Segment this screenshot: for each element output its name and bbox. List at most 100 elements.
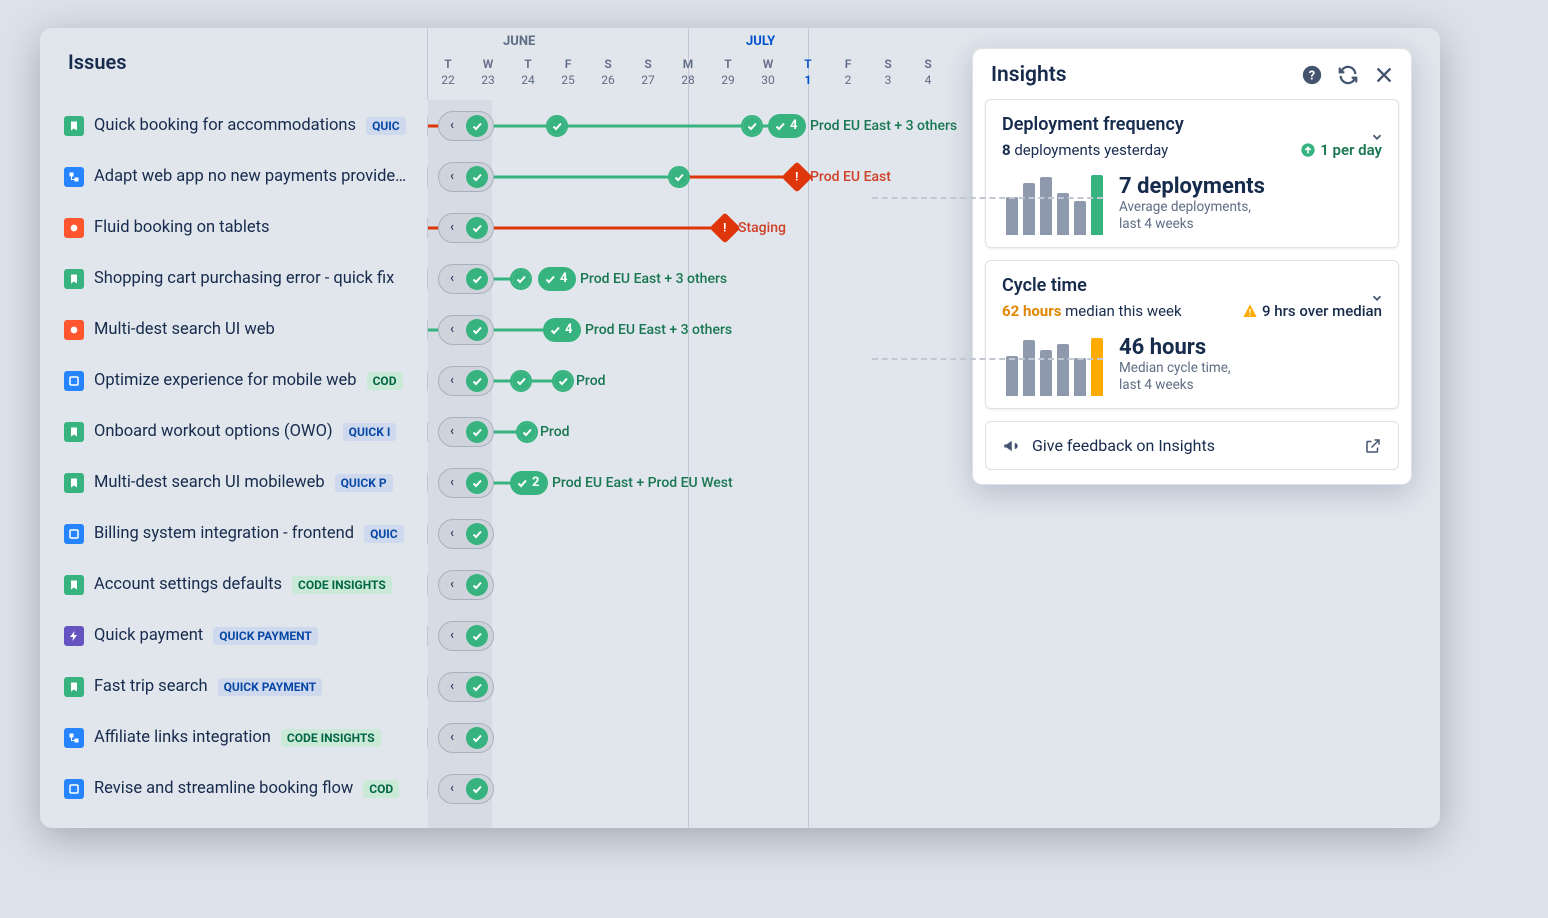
timeline-lane: ‹ [428, 763, 1440, 814]
expand-pill[interactable]: ‹ [438, 468, 494, 498]
expand-pill[interactable]: ‹ [438, 264, 494, 294]
insights-panel: Insights ? Deployment frequency 8 deploy… [972, 48, 1412, 485]
deploy-big: 7 deployments [1119, 174, 1265, 199]
chevron-left-icon: ‹ [444, 169, 460, 184]
expand-pill[interactable]: ‹ [438, 213, 494, 243]
status-ok-icon[interactable] [510, 370, 532, 392]
expand-pill[interactable]: ‹ [438, 774, 494, 804]
status-ok-icon[interactable] [741, 115, 763, 137]
env-label: Prod EU East [810, 169, 891, 185]
issue-cell[interactable]: Shopping cart purchasing error - quick f… [40, 269, 428, 289]
story-icon [64, 677, 84, 697]
story-icon [64, 116, 84, 136]
timeline-lane: ‹ [428, 559, 1440, 610]
chevron-left-icon: ‹ [444, 373, 460, 388]
epic-tag[interactable]: CODE INSIGHTS [292, 576, 392, 594]
close-icon[interactable] [1373, 64, 1395, 86]
issue-cell[interactable]: Account settings defaultsCODE INSIGHTS [40, 575, 428, 595]
spark-bar [1091, 338, 1103, 396]
check-icon [466, 421, 488, 443]
expand-pill[interactable]: ‹ [438, 672, 494, 702]
svg-text:?: ? [1309, 69, 1315, 84]
issue-cell[interactable]: Quick booking for accommodationsQUIC [40, 116, 428, 136]
deploy-count-badge[interactable]: 4 [768, 114, 806, 138]
issue-row[interactable]: Billing system integration - frontend QUI… [40, 508, 1440, 559]
deploy-count-badge[interactable]: 4 [543, 318, 581, 342]
epic-tag[interactable]: CODE INSIGHTS [281, 729, 381, 747]
segment [488, 124, 768, 127]
expand-pill[interactable]: ‹ [438, 111, 494, 141]
expand-pill[interactable]: ‹ [438, 366, 494, 396]
expand-pill[interactable]: ‹ [438, 315, 494, 345]
epic-tag[interactable]: COD [367, 372, 403, 390]
issue-title: Optimize experience for mobile web [94, 371, 357, 390]
issue-row[interactable]: Affiliate links integrationCODE INSIGHTS… [40, 712, 1440, 763]
issue-cell[interactable]: Multi-dest search UI web [40, 320, 428, 340]
epic-tag[interactable]: QUIC [366, 117, 406, 135]
expand-pill[interactable]: ‹ [438, 621, 494, 651]
chevron-down-icon[interactable] [1370, 291, 1384, 305]
status-error-icon[interactable]: ! [709, 212, 740, 243]
day-column: W23 [468, 56, 508, 88]
epic-tag[interactable]: QUICK PAYMENT [218, 678, 323, 696]
deploy-count-line: 8 deployments yesterday [1002, 141, 1168, 159]
issue-row[interactable]: Fast trip searchQUICK PAYMENT ‹ [40, 661, 1440, 712]
deploy-count-badge[interactable]: 2 [510, 471, 548, 495]
env-label: Staging [738, 220, 786, 236]
issue-cell[interactable]: Fluid booking on tablets [40, 218, 428, 238]
issue-cell[interactable]: Multi-dest search UI mobilewebQUICK P [40, 473, 428, 493]
expand-pill[interactable]: ‹ [438, 519, 494, 549]
issue-cell[interactable]: Billing system integration - frontend QUI… [40, 524, 428, 544]
cycle-time-card[interactable]: Cycle time 62 hours median this week 9 h… [985, 260, 1399, 409]
env-label: Prod EU East + 3 others [580, 271, 727, 287]
day-column: S26 [588, 56, 628, 88]
check-icon [466, 166, 488, 188]
check-icon [466, 319, 488, 341]
chevron-down-icon[interactable] [1370, 130, 1384, 144]
expand-pill[interactable]: ‹ [438, 723, 494, 753]
chevron-left-icon: ‹ [444, 781, 460, 796]
status-ok-icon[interactable] [510, 268, 532, 290]
issue-row[interactable]: Revise and streamline booking flowCOD ‹ [40, 763, 1440, 814]
status-ok-icon[interactable] [552, 370, 574, 392]
expand-pill[interactable]: ‹ [438, 417, 494, 447]
issue-row[interactable]: Account settings defaultsCODE INSIGHTS ‹ [40, 559, 1440, 610]
deploy-count-badge[interactable]: 4 [538, 267, 576, 291]
expand-pill[interactable]: ‹ [438, 162, 494, 192]
megaphone-icon [1002, 437, 1020, 455]
help-icon[interactable]: ? [1301, 64, 1323, 86]
issue-cell[interactable]: Onboard workout options (OWO)QUICK I [40, 422, 428, 442]
issue-row[interactable]: Quick paymentQUICK PAYMENT ‹ [40, 610, 1440, 661]
epic-tag[interactable]: QUIC [364, 525, 404, 543]
story-icon [64, 473, 84, 493]
status-ok-icon[interactable] [546, 115, 568, 137]
subtask-icon [64, 167, 84, 187]
day-column: T24 [508, 56, 548, 88]
deployment-frequency-card[interactable]: Deployment frequency 8 deployments yeste… [985, 99, 1399, 248]
timeline-lane: ‹ [428, 610, 1440, 661]
issue-cell[interactable]: Fast trip searchQUICK PAYMENT [40, 677, 428, 697]
chevron-left-icon: ‹ [444, 526, 460, 541]
day-column: W30 [748, 56, 788, 88]
issue-cell[interactable]: Quick paymentQUICK PAYMENT [40, 626, 428, 646]
status-ok-icon[interactable] [516, 421, 538, 443]
check-icon [466, 472, 488, 494]
feedback-row[interactable]: Give feedback on Insights [985, 421, 1399, 470]
feedback-label: Give feedback on Insights [1032, 436, 1215, 455]
issue-cell[interactable]: Revise and streamline booking flowCOD [40, 779, 428, 799]
issue-cell[interactable]: Optimize experience for mobile web COD [40, 371, 428, 391]
issue-cell[interactable]: Adapt web app no new payments provide… [40, 167, 428, 187]
external-link-icon[interactable] [1364, 437, 1382, 455]
epic-tag[interactable]: COD [363, 780, 399, 798]
epic-tag[interactable]: QUICK P [335, 474, 393, 492]
env-label: Prod EU East + 3 others [810, 118, 957, 134]
epic-tag[interactable]: QUICK PAYMENT [213, 627, 318, 645]
status-error-icon[interactable]: ! [781, 161, 812, 192]
issue-cell[interactable]: Affiliate links integrationCODE INSIGHTS [40, 728, 428, 748]
status-ok-icon[interactable] [668, 166, 690, 188]
epic-tag[interactable]: QUICK I [343, 423, 397, 441]
day-column: S4 [908, 56, 948, 88]
expand-pill[interactable]: ‹ [438, 570, 494, 600]
issue-title: Billing system integration - frontend [94, 524, 354, 543]
refresh-icon[interactable] [1337, 64, 1359, 86]
